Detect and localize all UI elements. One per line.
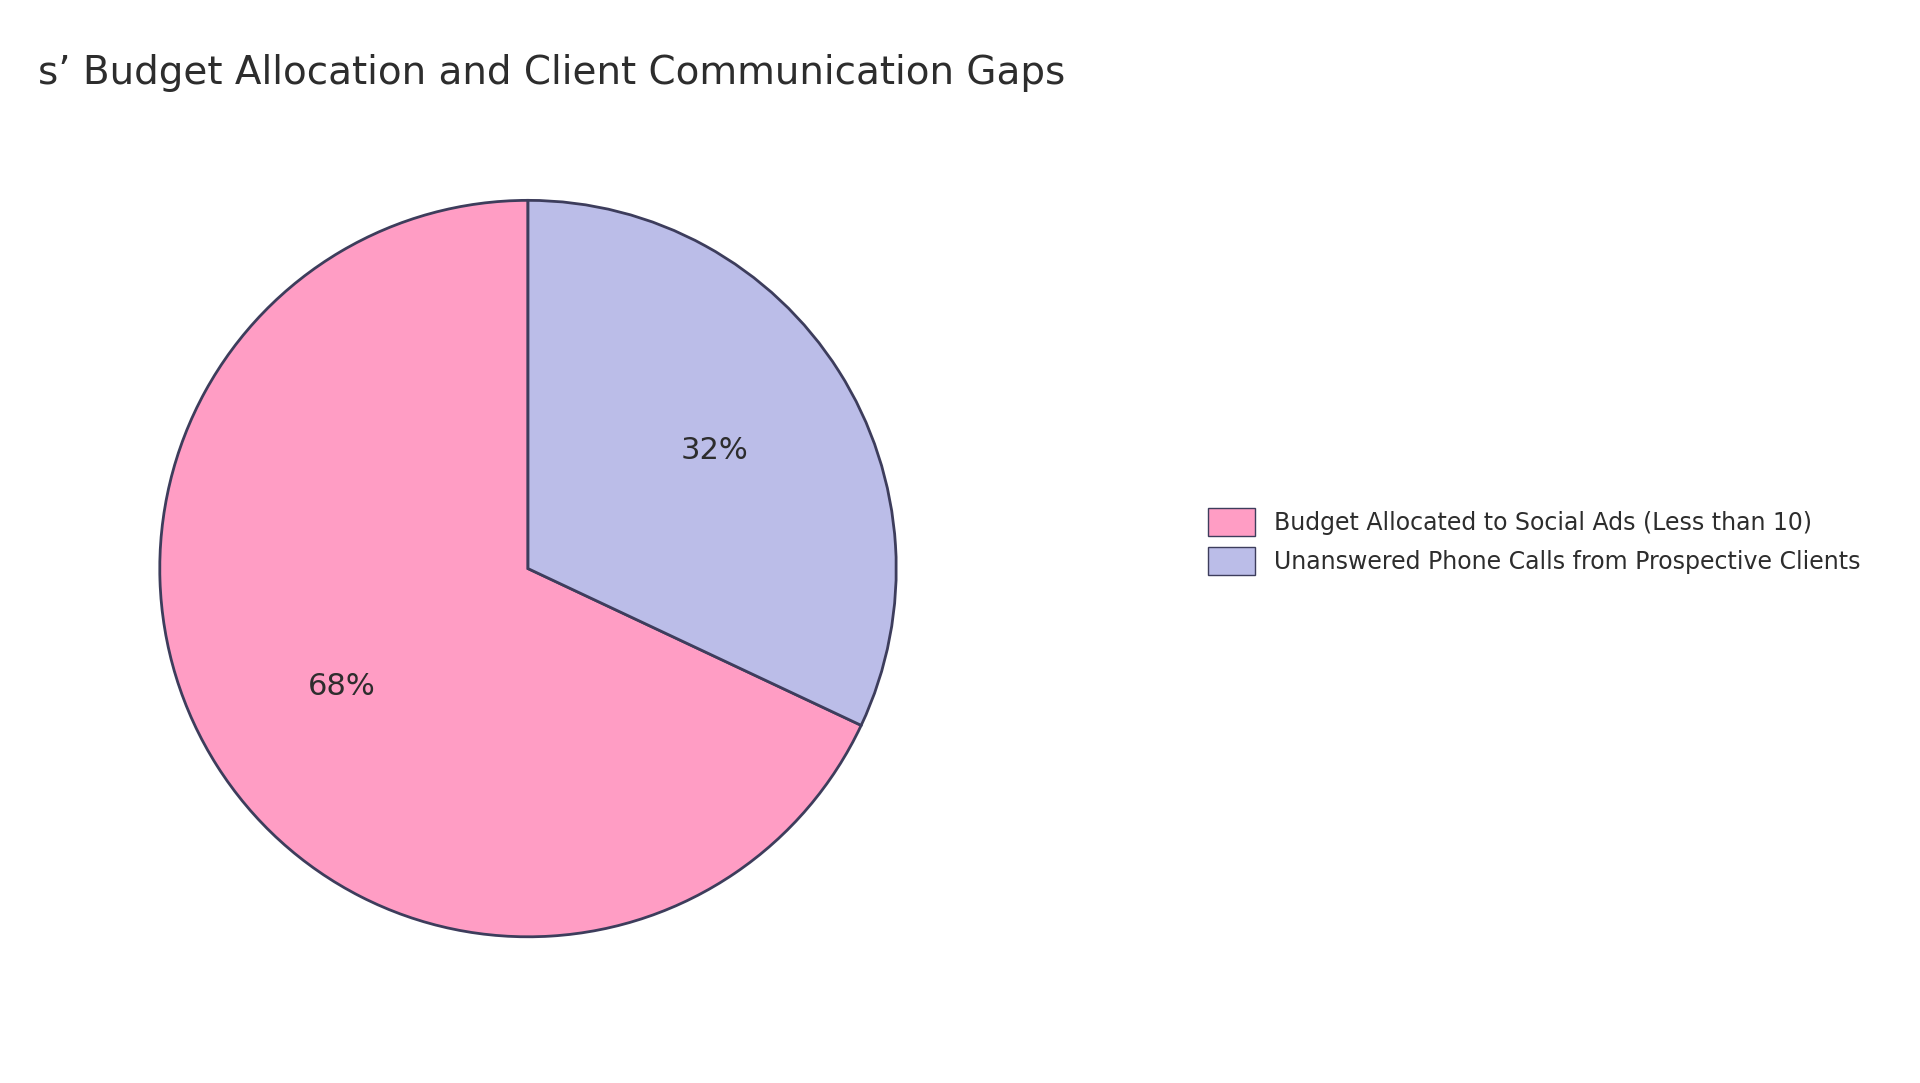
Wedge shape bbox=[159, 200, 862, 937]
Wedge shape bbox=[528, 200, 897, 726]
Text: s’ Budget Allocation and Client Communication Gaps: s’ Budget Allocation and Client Communic… bbox=[38, 54, 1066, 92]
Text: 68%: 68% bbox=[307, 673, 374, 702]
Text: 32%: 32% bbox=[682, 435, 749, 465]
Legend: Budget Allocated to Social Ads (Less than 10), Unanswered Phone Calls from Prosp: Budget Allocated to Social Ads (Less tha… bbox=[1198, 499, 1870, 584]
